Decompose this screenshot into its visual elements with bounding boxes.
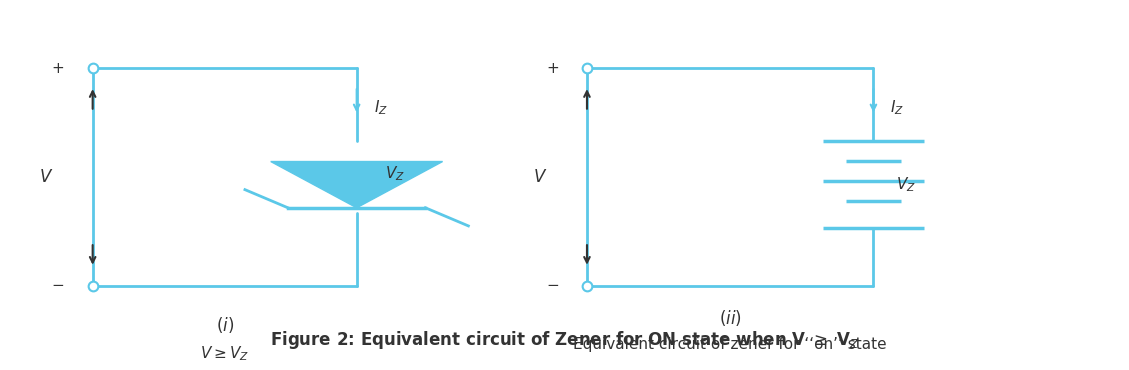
Text: Figure 2: Equivalent circuit of Zener for ON state when V $\geq$ V$_Z$: Figure 2: Equivalent circuit of Zener fo…: [270, 329, 859, 351]
Text: $(i)$: $(i)$: [216, 315, 234, 335]
Text: Equivalent circuit of zener for ‘‘on’’ state: Equivalent circuit of zener for ‘‘on’’ s…: [574, 337, 887, 351]
Text: $V$: $V$: [533, 168, 548, 186]
Text: −: −: [52, 278, 64, 293]
Text: −: −: [546, 278, 559, 293]
Text: $V$: $V$: [40, 168, 53, 186]
Text: +: +: [52, 61, 64, 75]
Text: +: +: [546, 61, 559, 75]
Text: $V_Z$: $V_Z$: [896, 175, 916, 194]
Text: $V \geq V_Z$: $V \geq V_Z$: [200, 344, 250, 363]
Text: $V_Z$: $V_Z$: [385, 164, 404, 183]
Text: $I_Z$: $I_Z$: [891, 99, 904, 117]
Polygon shape: [271, 162, 443, 208]
Text: $(ii)$: $(ii)$: [719, 307, 742, 327]
Text: $I_Z$: $I_Z$: [374, 99, 387, 117]
